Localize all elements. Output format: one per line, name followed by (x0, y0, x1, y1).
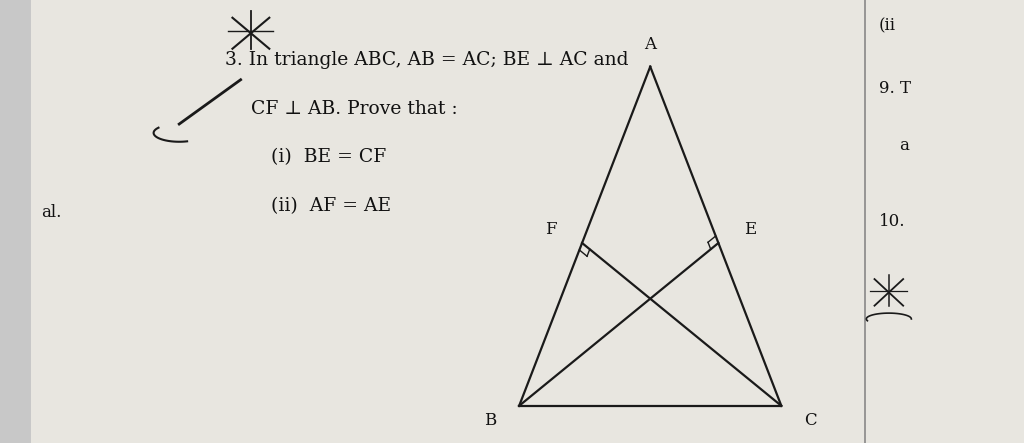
Text: F: F (545, 221, 556, 238)
Text: 3. In triangle ABC, AB = AC; BE ⊥ AC and: 3. In triangle ABC, AB = AC; BE ⊥ AC and (225, 51, 629, 69)
Text: (ii)  AF = AE: (ii) AF = AE (271, 197, 391, 215)
Text: 9. T: 9. T (879, 80, 910, 97)
Text: 10.: 10. (879, 213, 905, 229)
Text: CF ⊥ AB. Prove that :: CF ⊥ AB. Prove that : (251, 100, 458, 118)
Text: C: C (804, 412, 816, 429)
FancyBboxPatch shape (31, 0, 1024, 443)
Text: (i)  BE = CF: (i) BE = CF (271, 148, 387, 167)
Text: al.: al. (41, 204, 61, 221)
Text: E: E (744, 221, 757, 238)
Text: (ii: (ii (879, 18, 896, 35)
Text: a: a (899, 137, 909, 154)
Text: A: A (644, 36, 656, 53)
Text: B: B (484, 412, 497, 429)
